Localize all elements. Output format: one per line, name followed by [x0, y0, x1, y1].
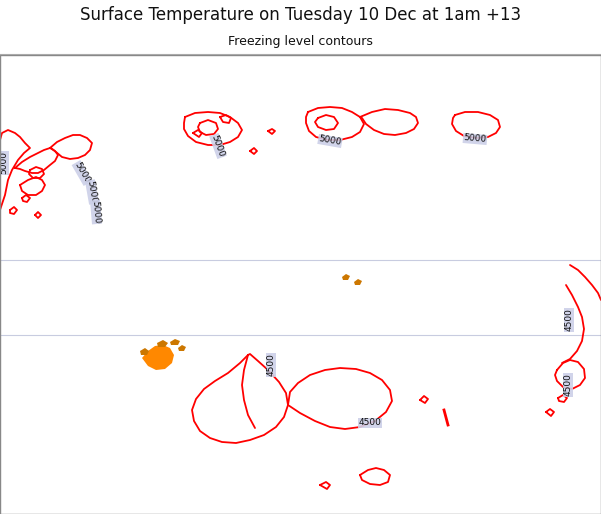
Text: 5000: 5000 [0, 152, 8, 174]
Polygon shape [157, 340, 168, 347]
Text: 4500: 4500 [266, 354, 275, 376]
Text: 4500: 4500 [564, 308, 573, 332]
Polygon shape [170, 339, 180, 345]
Text: 5000: 5000 [72, 161, 91, 185]
Text: 5000: 5000 [463, 134, 487, 144]
Polygon shape [142, 345, 174, 370]
Text: Surface Temperature on Tuesday 10 Dec at 1am +13: Surface Temperature on Tuesday 10 Dec at… [80, 6, 521, 24]
Polygon shape [354, 279, 362, 285]
Polygon shape [178, 345, 186, 351]
Polygon shape [342, 274, 350, 280]
Polygon shape [140, 348, 149, 355]
Text: 5000: 5000 [210, 134, 226, 158]
Text: Freezing level contours: Freezing level contours [228, 35, 373, 48]
Text: 4500: 4500 [359, 418, 382, 428]
Text: 5000: 5000 [85, 180, 99, 204]
Text: 5000: 5000 [91, 200, 102, 224]
Text: 5000: 5000 [318, 135, 342, 148]
Text: 4500: 4500 [564, 374, 573, 396]
